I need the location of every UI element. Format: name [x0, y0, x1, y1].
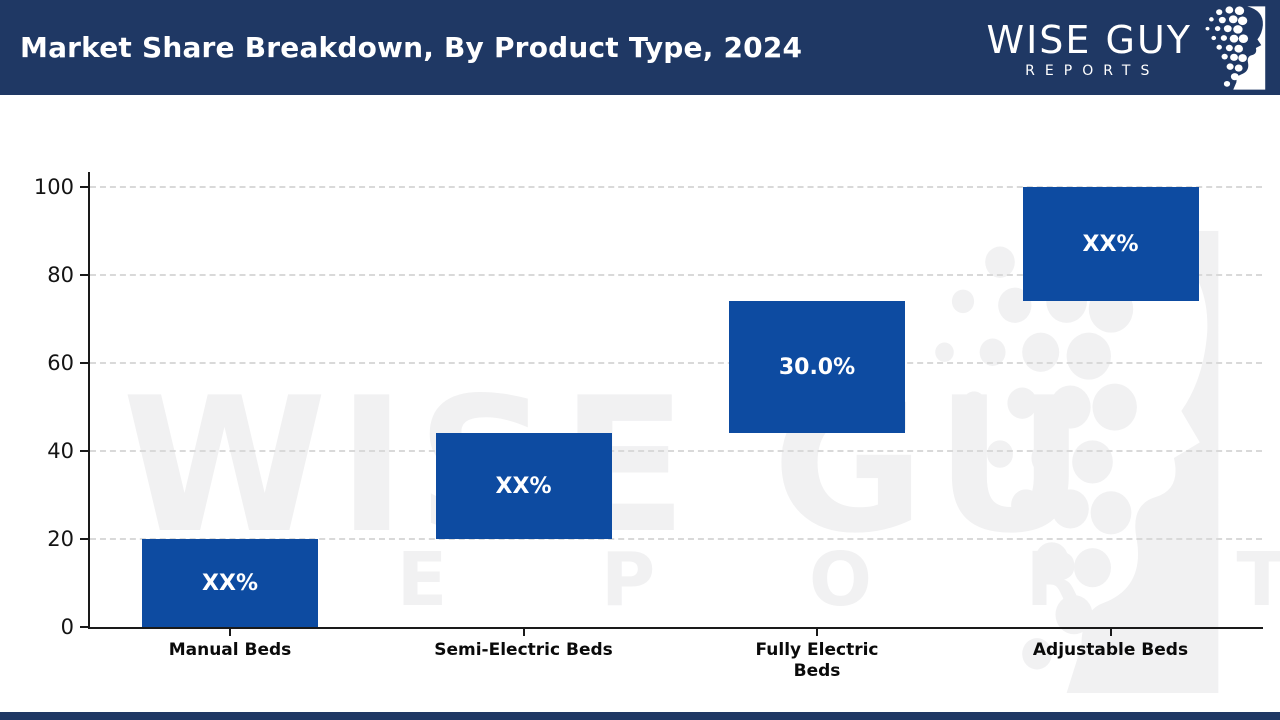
x-tick-label: Fully Electric Beds [755, 640, 879, 681]
bar-semi-electric-beds: XX% [435, 433, 612, 539]
x-tick-label: Semi-Electric Beds [434, 640, 613, 660]
bar-value-label: XX% [495, 473, 552, 499]
y-tick-label: 80 [47, 263, 74, 287]
y-tick-label: 60 [47, 351, 74, 375]
bar-value-label: XX% [1082, 231, 1139, 257]
y-tick-mark [80, 186, 88, 188]
y-tick-mark [80, 362, 88, 364]
gridline-20 [90, 538, 1262, 540]
gridline-60 [90, 362, 1262, 364]
logo-face-icon [1205, 5, 1266, 90]
y-tick-mark [80, 626, 88, 628]
watermark: WISE GU R E P O R T S [0, 95, 1280, 720]
x-tick-mark [1109, 629, 1112, 636]
y-tick-mark [80, 538, 88, 540]
gridline-80 [90, 274, 1262, 276]
x-tick-mark [522, 629, 525, 636]
gridline-100 [90, 186, 1262, 188]
gridline-40 [90, 450, 1262, 452]
x-tick-mark [229, 629, 231, 636]
y-axis-line [88, 172, 90, 629]
x-tick-label: Manual Beds [168, 640, 292, 660]
page-title: Market Share Breakdown, By Product Type,… [20, 31, 803, 64]
x-axis-line [88, 627, 1263, 629]
y-tick-label: 20 [47, 527, 74, 551]
header-bar: Market Share Breakdown, By Product Type,… [0, 0, 1280, 95]
watermark-face-dots-icon [935, 230, 1219, 693]
brand-name: WISE GUY [986, 18, 1192, 62]
x-tick-label: Adjustable Beds [1032, 640, 1189, 660]
y-tick-label: 40 [47, 439, 74, 463]
y-tick-label: 100 [33, 175, 74, 199]
y-tick-label: 0 [60, 615, 74, 639]
bar-fully-electric-beds: 30.0% [729, 301, 905, 434]
y-tick-mark [80, 274, 88, 276]
x-tick-mark [816, 629, 818, 636]
bar-value-label: XX% [202, 570, 258, 596]
bar-adjustable-beds: XX% [1022, 187, 1199, 302]
bar-manual-beds: XX% [142, 539, 318, 627]
footer-bar [0, 712, 1280, 720]
brand-logo: WISE GUY REPORTS [987, 0, 1266, 95]
bar-value-label: 30.0% [778, 354, 856, 380]
brand-text: WISE GUY REPORTS [987, 21, 1192, 78]
brand-subtitle: REPORTS [1025, 63, 1160, 79]
y-tick-mark [80, 450, 88, 452]
